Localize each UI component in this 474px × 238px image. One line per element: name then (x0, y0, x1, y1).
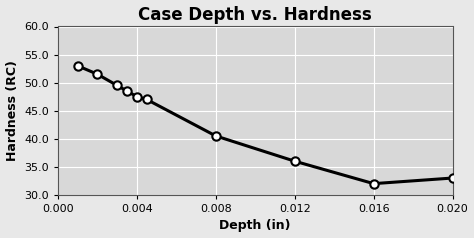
X-axis label: Depth (in): Depth (in) (219, 219, 291, 233)
Title: Case Depth vs. Hardness: Case Depth vs. Hardness (138, 5, 372, 24)
Y-axis label: Hardness (RC): Hardness (RC) (6, 60, 18, 161)
